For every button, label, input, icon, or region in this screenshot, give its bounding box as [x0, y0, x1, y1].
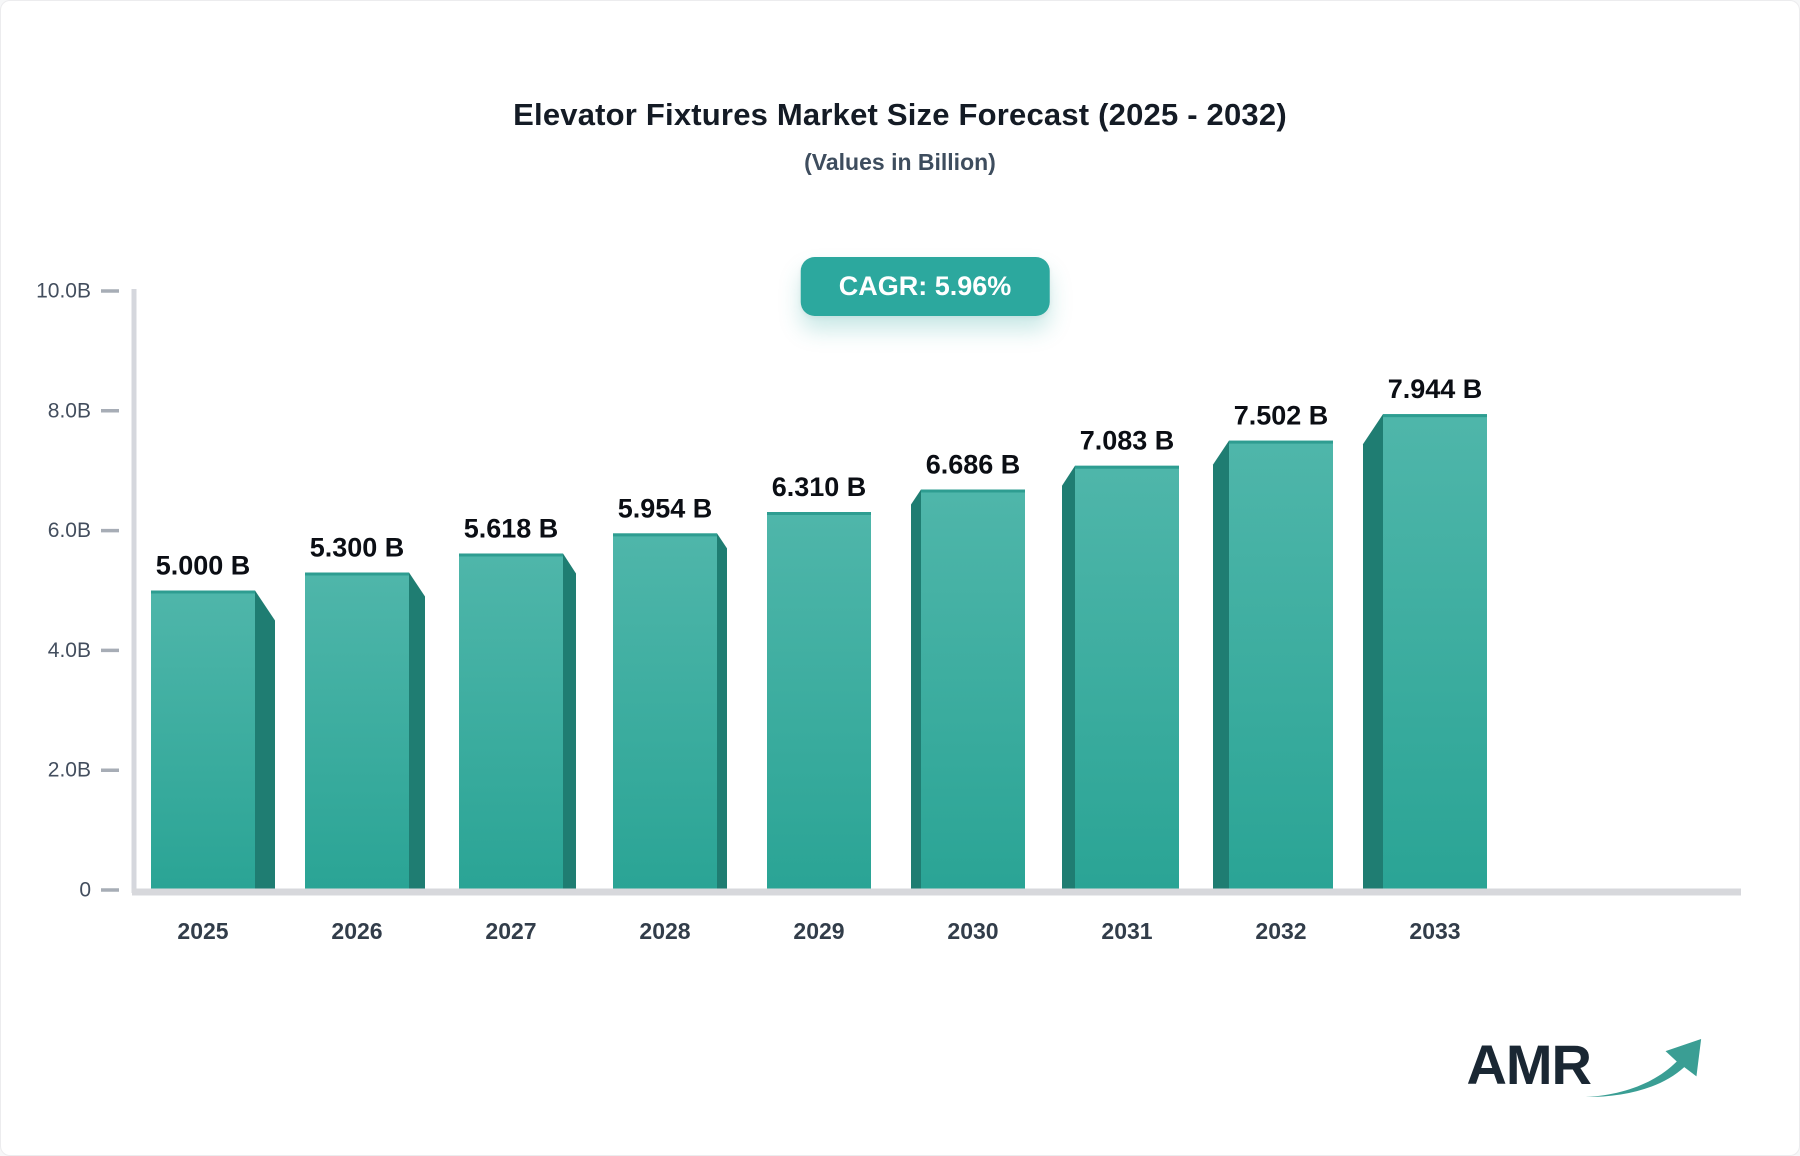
y-tick-label-6.0B: 6.0B	[48, 519, 91, 542]
bar-value-label-2027: 5.618 B	[464, 513, 559, 543]
bar-side-2030	[911, 489, 921, 890]
bar-value-label-2028: 5.954 B	[618, 493, 713, 523]
x-tick-label-2025: 2025	[177, 918, 228, 944]
x-tick-label-2028: 2028	[639, 918, 690, 944]
x-tick-label-2027: 2027	[485, 918, 536, 944]
y-tick-label-10.0B: 10.0B	[36, 280, 91, 303]
chart-title: Elevator Fixtures Market Size Forecast (…	[513, 97, 1287, 132]
bar-front-2026	[305, 572, 409, 890]
x-tick-label-2031: 2031	[1101, 918, 1152, 944]
y-tick-label-0: 0	[79, 879, 91, 902]
x-tick-label-2033: 2033	[1409, 918, 1460, 944]
bar-side-2031	[1062, 465, 1075, 890]
chart-subtitle: (Values in Billion)	[804, 149, 996, 175]
x-tick-label-2032: 2032	[1255, 918, 1306, 944]
x-tick-label-2026: 2026	[331, 918, 382, 944]
bar-front-2033	[1383, 414, 1487, 890]
bar-side-2028	[717, 533, 727, 890]
bar-side-2026	[409, 572, 425, 890]
bar-side-2027	[563, 553, 576, 890]
amr-logo: AMR	[1466, 1027, 1703, 1103]
amr-logo-text: AMR	[1466, 1033, 1592, 1096]
bar-value-label-2032: 7.502 B	[1234, 401, 1329, 431]
bar-front-2032	[1229, 440, 1333, 890]
bar-front-2025	[151, 590, 255, 890]
bar-value-label-2033: 7.944 B	[1388, 374, 1483, 404]
bar-front-2028	[613, 533, 717, 890]
cagr-badge: CAGR: 5.96%	[800, 257, 1050, 316]
bar-value-label-2025: 5.000 B	[156, 551, 251, 581]
bar-front-2030	[921, 489, 1025, 890]
bar-value-label-2029: 6.310 B	[772, 472, 867, 502]
bar-side-2033	[1363, 414, 1383, 890]
x-tick-label-2029: 2029	[793, 918, 844, 944]
x-tick-label-2030: 2030	[947, 918, 998, 944]
y-tick-label-8.0B: 8.0B	[48, 399, 91, 422]
bar-front-2031	[1075, 465, 1179, 890]
bar-value-label-2030: 6.686 B	[926, 450, 1021, 480]
y-tick-label-4.0B: 4.0B	[48, 639, 91, 662]
bar-value-label-2031: 7.083 B	[1080, 426, 1175, 456]
bar-side-2032	[1213, 440, 1229, 890]
y-tick-label-2.0B: 2.0B	[48, 759, 91, 782]
growth-arrow-icon	[1585, 1038, 1702, 1098]
bar-front-2029	[767, 512, 871, 890]
bar-front-2027	[459, 553, 563, 890]
bar-value-label-2026: 5.300 B	[310, 533, 405, 563]
bar-side-2025	[255, 590, 275, 890]
